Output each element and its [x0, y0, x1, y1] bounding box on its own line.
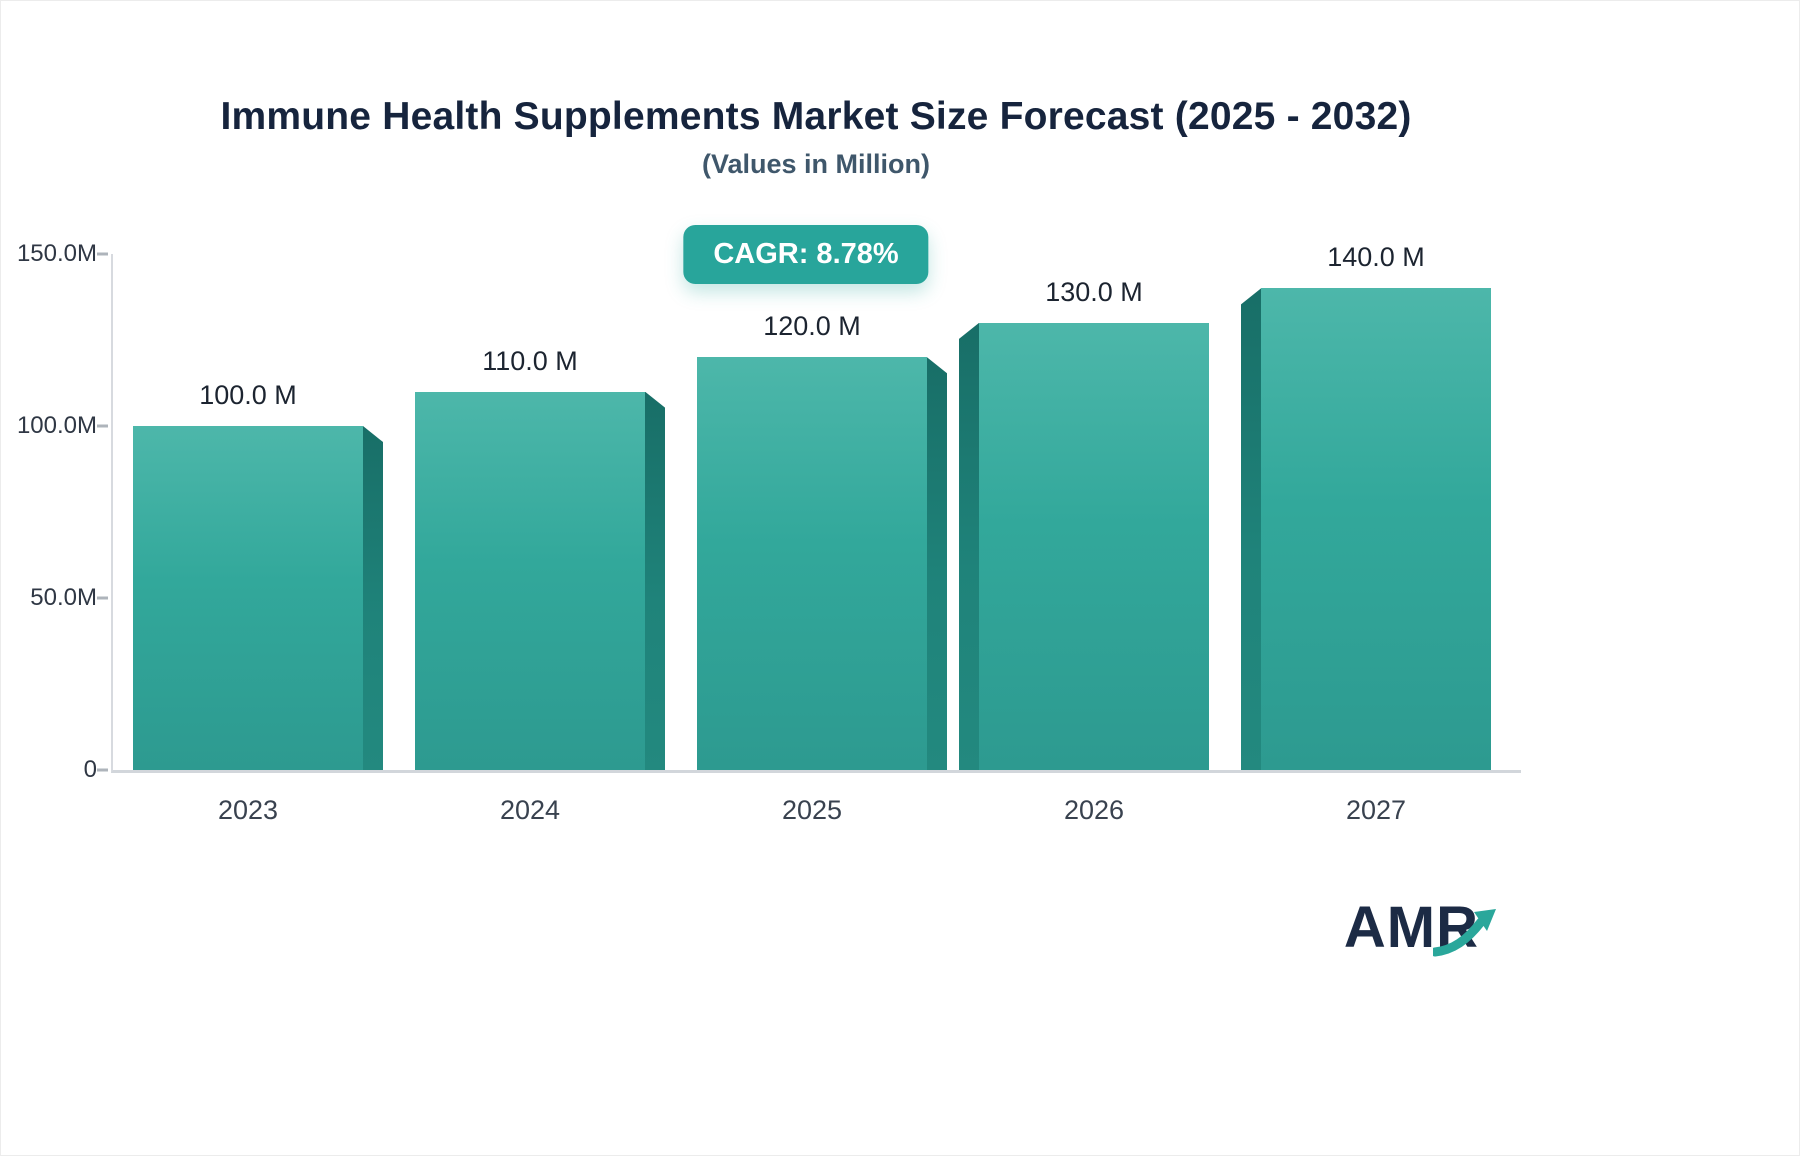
- x-axis-label: 2026: [1063, 795, 1125, 825]
- x-axis-label: 2024: [499, 795, 561, 825]
- y-tick-label: 100.0M: [16, 412, 97, 439]
- bar: 130.0 M: [959, 277, 1209, 770]
- bar-value-label: 130.0 M: [1045, 276, 1143, 307]
- y-tick-label: 0: [83, 756, 97, 783]
- chart-title: Immune Health Supplements Market Size Fo…: [220, 95, 1412, 138]
- logo-arrow-icon: [1433, 909, 1496, 957]
- bar-column: 130.0 M 2026: [959, 254, 1209, 825]
- bar-column: 100.0 M 2023: [133, 254, 383, 825]
- amr-logo: AMR: [1344, 894, 1496, 961]
- bar: 110.0 M: [415, 346, 665, 770]
- bar: 140.0 M: [1241, 242, 1491, 770]
- bar-3d-side: [959, 322, 979, 770]
- bar-3d-side: [927, 357, 947, 770]
- y-tick-mark: [97, 596, 108, 600]
- bar-column: 120.0 M 2025: [697, 254, 947, 825]
- bar-value-label: 120.0 M: [763, 311, 861, 342]
- bar-value-label: 100.0 M: [199, 380, 297, 410]
- bar: 100.0 M: [133, 380, 383, 770]
- bar-column: 140.0 M 2027: [1241, 242, 1491, 825]
- plot-area: 100.0 M 2023 110.0 M 2024 120.0 M 2025 130.0 M…: [17, 240, 1521, 825]
- bar-3d-side: [363, 426, 383, 770]
- x-axis-label: 2025: [781, 795, 843, 825]
- chart-subtitle: (Values in Million): [701, 149, 931, 179]
- y-tick-label: 150.0M: [16, 240, 97, 267]
- y-tick-label: 50.0M: [30, 584, 97, 611]
- bar-3d-side: [645, 391, 665, 770]
- bar-value-label: 110.0 M: [482, 345, 578, 376]
- x-axis-label: 2027: [1345, 795, 1407, 825]
- y-tick-mark: [97, 252, 108, 256]
- bar-column: 110.0 M 2024: [415, 254, 665, 825]
- bar: 120.0 M: [697, 311, 947, 770]
- bar-3d-side: [1241, 288, 1261, 770]
- x-axis-label: 2023: [217, 795, 279, 825]
- bars-area: 100.0 M 2023 110.0 M 2024 120.0 M 2025 130.0 M…: [113, 242, 1521, 825]
- bar-value-label: 140.0 M: [1327, 242, 1425, 273]
- cagr-badge: CAGR: 8.78%: [683, 225, 929, 284]
- y-tick-mark: [97, 424, 108, 428]
- y-tick-mark: [97, 768, 108, 772]
